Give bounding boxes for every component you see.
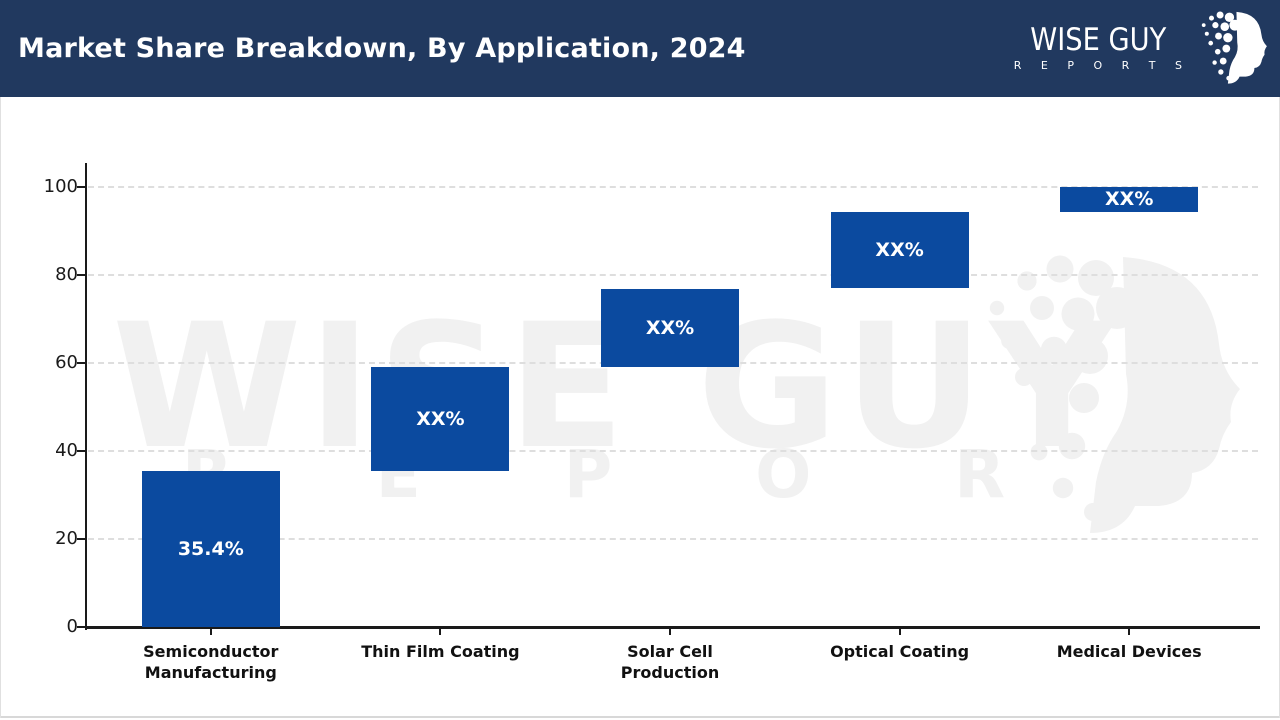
wise-guy-logo-text: WISE GUY R E P O R T S xyxy=(1006,22,1190,72)
bar-segment: XX% xyxy=(371,367,510,472)
x-tick-mark xyxy=(1128,629,1131,635)
x-tick-mark xyxy=(439,629,442,635)
page-left-border xyxy=(0,97,1,718)
y-tick-mark-100 xyxy=(77,185,86,188)
bar-segment: 35.4% xyxy=(141,471,280,627)
y-tick-mark-40 xyxy=(77,449,86,452)
bar-segment: XX% xyxy=(830,212,969,288)
y-tick-label-0: 0 xyxy=(66,616,78,637)
category-label: Semiconductor Manufacturing xyxy=(143,642,279,683)
gridline-80 xyxy=(88,273,1258,276)
y-tick-label-20: 20 xyxy=(55,527,78,549)
logo-wordmark: WISE GUY xyxy=(1029,22,1166,58)
category-label: Solar Cell Production xyxy=(620,642,720,683)
logo-subtext: R E P O R T S xyxy=(1013,59,1190,72)
bar-segment: XX% xyxy=(601,289,739,368)
y-tick-label-40: 40 xyxy=(55,439,78,461)
category-label: Medical Devices xyxy=(1056,642,1202,661)
gridline-100 xyxy=(88,185,1258,188)
wise-guy-logo: WISE GUY R E P O R T S xyxy=(1006,6,1270,88)
page-bottom-border xyxy=(0,716,1280,718)
y-tick-mark-80 xyxy=(77,273,86,276)
gridline-40 xyxy=(88,449,1258,452)
chart-title: Market Share Breakdown, By Application, … xyxy=(18,33,746,64)
gridline-20 xyxy=(88,537,1258,540)
y-tick-label-100: 100 xyxy=(43,175,78,197)
x-axis-line xyxy=(85,626,1260,629)
bar-value-label: XX% xyxy=(416,408,465,431)
title-banner: Market Share Breakdown, By Application, … xyxy=(0,0,1280,97)
bar-value-label: 35.4% xyxy=(177,538,244,561)
y-tick-mark-60 xyxy=(77,361,86,364)
x-tick-mark xyxy=(209,629,212,635)
category-label: Optical Coating xyxy=(830,642,970,661)
y-tick-mark-20 xyxy=(77,537,86,540)
y-tick-label-80: 80 xyxy=(55,263,78,285)
bar-value-label: XX% xyxy=(645,317,695,340)
x-tick-mark xyxy=(898,629,901,635)
y-tick-mark-0 xyxy=(77,626,86,628)
x-tick-mark xyxy=(669,629,671,635)
y-tick-label-60: 60 xyxy=(55,351,78,373)
bar-value-label: XX% xyxy=(875,238,924,261)
category-label: Thin Film Coating xyxy=(361,642,520,661)
bar-value-label: XX% xyxy=(1105,188,1154,211)
wise-guy-face-icon xyxy=(1192,6,1270,88)
bar-segment: XX% xyxy=(1060,186,1199,213)
y-axis-line xyxy=(85,163,87,630)
watermark-face-icon xyxy=(952,212,1252,572)
